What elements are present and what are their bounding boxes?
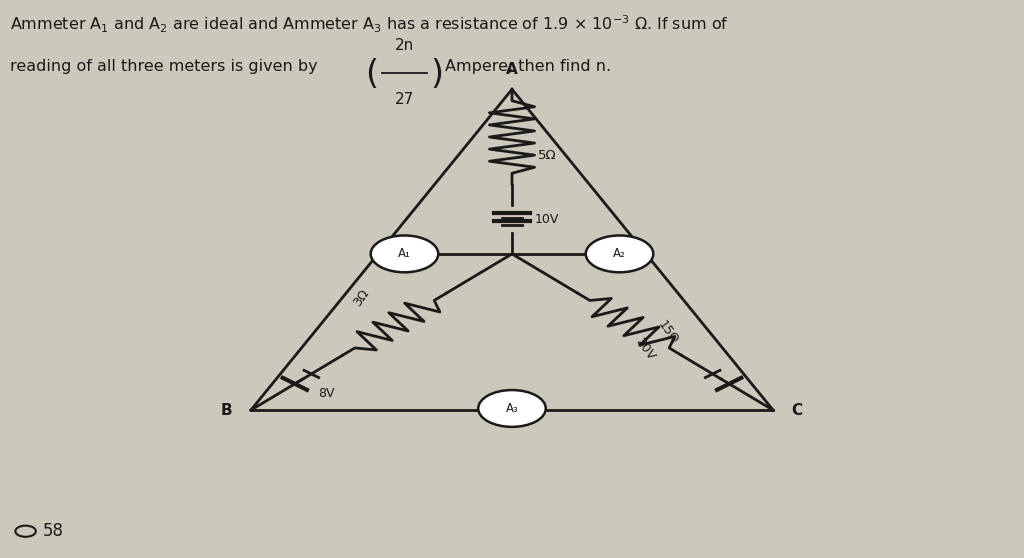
Text: 5Ω: 5Ω — [538, 148, 556, 162]
Circle shape — [371, 235, 438, 272]
Text: ): ) — [431, 57, 443, 91]
Text: reading of all three meters is given by: reading of all three meters is given by — [10, 59, 323, 74]
Text: Ampere, then find n.: Ampere, then find n. — [445, 59, 611, 74]
Text: 27: 27 — [395, 92, 414, 107]
Text: 58: 58 — [43, 522, 65, 540]
Text: C: C — [792, 403, 803, 417]
Text: 2n: 2n — [395, 38, 414, 53]
Text: (: ( — [366, 57, 378, 91]
Text: B: B — [221, 403, 232, 417]
Text: 3Ω: 3Ω — [351, 287, 372, 309]
Circle shape — [586, 235, 653, 272]
Text: A: A — [506, 62, 518, 77]
Text: 10V: 10V — [535, 213, 559, 226]
Circle shape — [478, 390, 546, 427]
Text: A₂: A₂ — [613, 247, 626, 261]
Text: 20V: 20V — [632, 335, 657, 362]
Text: A₁: A₁ — [398, 247, 411, 261]
Text: Ammeter A$_1$ and A$_2$ are ideal and Ammeter A$_3$ has a resistance of 1.9 × 10: Ammeter A$_1$ and A$_2$ are ideal and Am… — [10, 14, 729, 35]
Text: 8V: 8V — [318, 387, 335, 400]
Text: A₃: A₃ — [506, 402, 518, 415]
Text: 15Ω: 15Ω — [655, 319, 680, 347]
